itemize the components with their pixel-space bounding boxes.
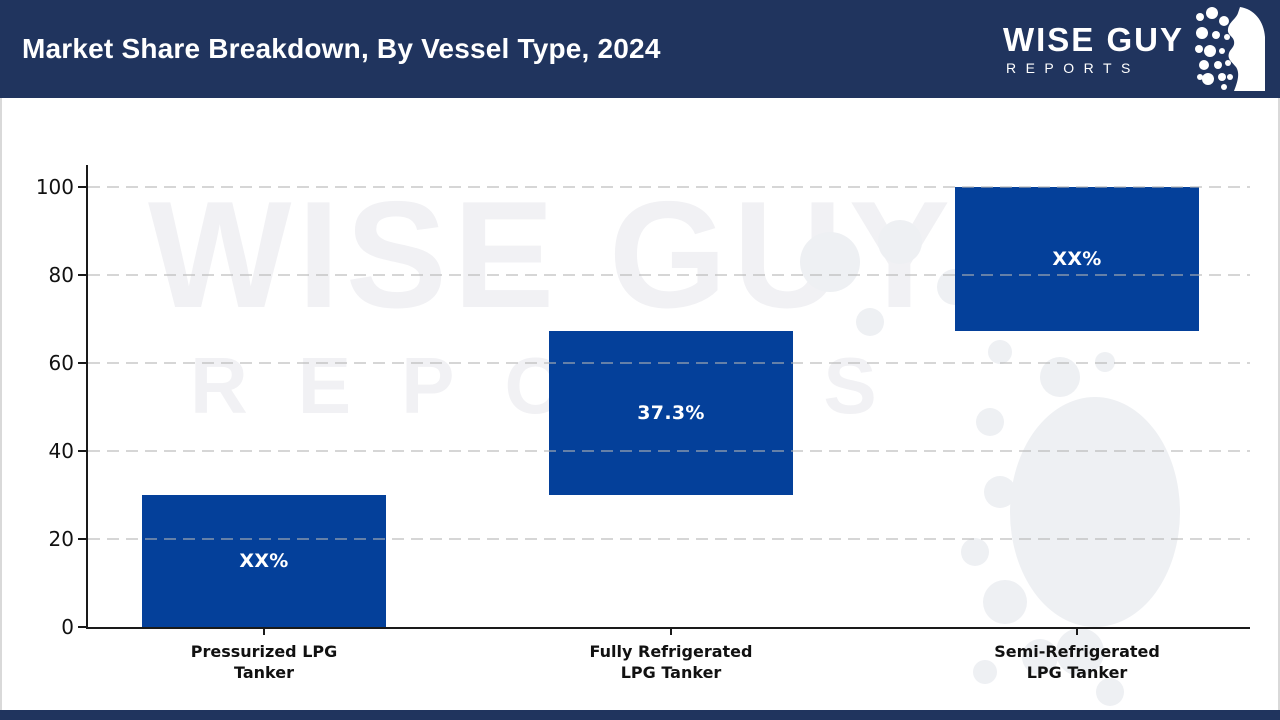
x-axis-label: Fully Refrigerated LPG Tanker (531, 641, 811, 683)
brand-tagline: REPORTS (1005, 59, 1140, 76)
y-tick-label: 20 (48, 527, 74, 551)
bar-value-label: 37.3% (637, 401, 705, 424)
x-axis-line (86, 627, 1250, 629)
y-tick-label: 100 (35, 175, 74, 199)
gridline (88, 186, 1250, 188)
bar: 37.3% (549, 330, 793, 495)
y-axis-line (86, 165, 88, 629)
x-axis-tick (670, 629, 672, 635)
y-tick-label: 0 (61, 615, 74, 639)
x-axis-label-line: LPG Tanker (620, 663, 722, 682)
x-axis-label-line: LPG Tanker (1026, 663, 1128, 682)
bar-value-label: XX% (1052, 247, 1102, 270)
y-axis-tick (78, 274, 86, 276)
x-axis-tick (263, 629, 265, 635)
bar: XX% (955, 187, 1199, 331)
x-axis-label: Pressurized LPG Tanker (124, 641, 404, 683)
footer-bar (0, 710, 1280, 720)
y-tick-label: 40 (48, 439, 74, 463)
gridline (88, 538, 1250, 540)
y-axis-tick (78, 538, 86, 540)
gridline (88, 274, 1250, 276)
y-axis-tick (78, 626, 86, 628)
x-axis-label-line: Tanker (234, 663, 294, 682)
y-tick-label: 80 (48, 263, 74, 287)
y-axis-tick (78, 450, 86, 452)
y-axis-tick (78, 186, 86, 188)
bar: XX% (142, 495, 386, 627)
x-axis-label-line: Semi-Refrigerated (994, 642, 1160, 661)
brand-logo-text: WISE GUY REPORTS (1003, 23, 1184, 76)
x-axis-tick (1076, 629, 1078, 635)
page-title: Market Share Breakdown, By Vessel Type, … (22, 33, 661, 64)
header-bar: Market Share Breakdown, By Vessel Type, … (0, 0, 1280, 98)
bar-value-label: XX% (239, 550, 289, 572)
x-axis-label-line: Pressurized LPG (190, 642, 338, 661)
x-axis-label-line: Fully Refrigerated (589, 642, 753, 661)
brand-name: WISE GUY (1002, 20, 1184, 58)
x-axis-label: Semi-Refrigerated LPG Tanker (937, 641, 1217, 683)
gridline (88, 362, 1250, 364)
face-profile-icon (1195, 7, 1265, 91)
y-tick-label: 60 (48, 351, 74, 375)
y-axis-tick (78, 362, 86, 364)
gridline (88, 450, 1250, 452)
brand-logo: WISE GUY REPORTS (1003, 7, 1266, 91)
